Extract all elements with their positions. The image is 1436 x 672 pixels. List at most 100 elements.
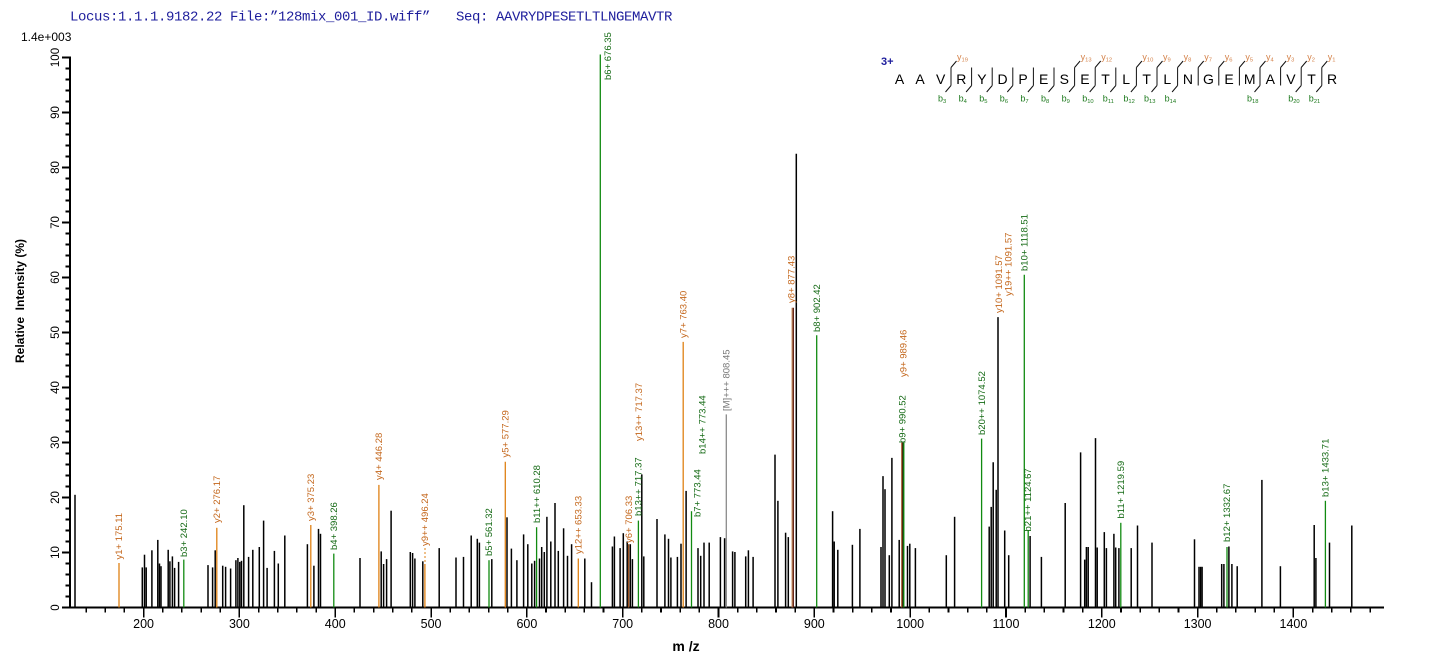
svg-text:1300: 1300 xyxy=(1184,617,1212,631)
svg-text:T: T xyxy=(1101,71,1110,87)
svg-text:N: N xyxy=(1183,71,1193,87)
svg-text:V: V xyxy=(936,71,946,87)
svg-text:y7: y7 xyxy=(1204,52,1212,64)
svg-text:1.4e+003: 1.4e+003 xyxy=(21,30,72,44)
svg-text:M: M xyxy=(1244,71,1256,87)
svg-text:b13++ 717.37: b13++ 717.37 xyxy=(634,457,645,516)
svg-text:y9: y9 xyxy=(1163,52,1171,64)
svg-text:y9++ 496.24: y9++ 496.24 xyxy=(420,493,431,546)
svg-text:b11: b11 xyxy=(1103,94,1114,106)
svg-text:b18: b18 xyxy=(1247,94,1258,106)
svg-text:b7: b7 xyxy=(1020,94,1028,106)
svg-text:y8+ 877.43: y8+ 877.43 xyxy=(786,256,797,303)
svg-text:b6+ 676.35: b6+ 676.35 xyxy=(603,32,614,80)
svg-text:b20: b20 xyxy=(1288,94,1299,106)
svg-text:100: 100 xyxy=(50,48,62,67)
svg-text:y12++ 653.33: y12++ 653.33 xyxy=(574,496,585,554)
svg-text:60: 60 xyxy=(50,271,62,284)
svg-text:3+: 3+ xyxy=(881,56,894,68)
svg-text:b8: b8 xyxy=(1041,94,1049,106)
svg-text:90: 90 xyxy=(50,106,62,119)
svg-text:Seq: AAVRYDPESETLTLNGEMAVTR: Seq: AAVRYDPESETLTLNGEMAVTR xyxy=(456,10,673,26)
svg-text:[M]+++ 808.45: [M]+++ 808.45 xyxy=(722,349,733,411)
svg-text:600: 600 xyxy=(516,617,537,631)
svg-text:y5: y5 xyxy=(1245,52,1253,64)
svg-text:700: 700 xyxy=(612,617,633,631)
svg-text:S: S xyxy=(1060,71,1069,87)
svg-text:1200: 1200 xyxy=(1088,617,1116,631)
svg-text:30: 30 xyxy=(50,436,62,449)
svg-text:L: L xyxy=(1122,71,1130,87)
svg-text:b11+ 1219.59: b11+ 1219.59 xyxy=(1116,461,1127,519)
svg-text:y3+ 375.23: y3+ 375.23 xyxy=(306,474,317,521)
svg-text:900: 900 xyxy=(804,617,825,631)
svg-text:T: T xyxy=(1142,71,1151,87)
svg-text:1400: 1400 xyxy=(1280,617,1308,631)
svg-text:y4+ 446.28: y4+ 446.28 xyxy=(374,433,385,480)
svg-text:b13: b13 xyxy=(1144,94,1155,106)
svg-text:y4: y4 xyxy=(1266,52,1275,64)
svg-text:y7+ 763.40: y7+ 763.40 xyxy=(678,291,689,338)
svg-text:b14: b14 xyxy=(1165,94,1177,106)
svg-text:800: 800 xyxy=(708,617,729,631)
svg-text:E: E xyxy=(1080,71,1089,87)
svg-text:A: A xyxy=(895,71,905,87)
svg-text:1000: 1000 xyxy=(896,617,924,631)
svg-text:R: R xyxy=(956,71,966,87)
svg-text:G: G xyxy=(1203,71,1214,87)
svg-text:b3: b3 xyxy=(938,94,946,106)
svg-text:b9: b9 xyxy=(1062,94,1070,106)
svg-text:b14++ 773.44: b14++ 773.44 xyxy=(698,395,709,454)
svg-text:50: 50 xyxy=(50,326,62,339)
svg-text:10: 10 xyxy=(50,546,62,559)
svg-text:y3: y3 xyxy=(1287,52,1295,64)
svg-text:b21: b21 xyxy=(1309,94,1320,106)
svg-text:y5+ 577.29: y5+ 577.29 xyxy=(501,410,512,457)
svg-text:y10+ 1091.57: y10+ 1091.57 xyxy=(994,255,1005,313)
svg-text:y2+ 276.17: y2+ 276.17 xyxy=(212,476,223,523)
svg-text:E: E xyxy=(1224,71,1233,87)
svg-text:A: A xyxy=(915,71,925,87)
svg-text:y1: y1 xyxy=(1328,52,1336,64)
svg-text:70: 70 xyxy=(50,216,62,229)
svg-text:y10: y10 xyxy=(1142,52,1153,64)
svg-text:L: L xyxy=(1163,71,1171,87)
svg-text:500: 500 xyxy=(421,617,442,631)
svg-text:80: 80 xyxy=(50,161,62,174)
svg-text:y12: y12 xyxy=(1101,52,1112,64)
svg-text:0: 0 xyxy=(50,604,62,610)
svg-text:b21++ 1124.67: b21++ 1124.67 xyxy=(1023,468,1034,531)
svg-text:b10+ 1118.51: b10+ 1118.51 xyxy=(1020,214,1031,271)
svg-text:Locus:1.1.1.9182.22 File:”128m: Locus:1.1.1.9182.22 File:”128mix_001_ID.… xyxy=(70,10,430,26)
svg-text:y19: y19 xyxy=(957,52,968,64)
svg-text:b12: b12 xyxy=(1123,94,1134,106)
svg-text:20: 20 xyxy=(50,491,62,504)
svg-text:1100: 1100 xyxy=(993,617,1020,631)
svg-text:b11++ 610.28: b11++ 610.28 xyxy=(532,465,543,523)
svg-text:y13: y13 xyxy=(1081,52,1092,64)
svg-text:y1+ 175.11: y1+ 175.11 xyxy=(114,513,125,560)
svg-text:T: T xyxy=(1307,71,1316,87)
svg-text:b4+ 398.26: b4+ 398.26 xyxy=(329,502,340,550)
svg-text:Y: Y xyxy=(977,71,987,87)
svg-text:b5+ 561.32: b5+ 561.32 xyxy=(484,508,495,556)
svg-text:R: R xyxy=(1327,71,1337,87)
svg-text:b7+ 773.44: b7+ 773.44 xyxy=(693,469,704,517)
svg-text:y6: y6 xyxy=(1225,52,1233,64)
svg-text:D: D xyxy=(997,71,1007,87)
svg-text:b13+ 1433.71: b13+ 1433.71 xyxy=(1321,439,1332,497)
svg-text:y9+ 989.46: y9+ 989.46 xyxy=(898,330,909,377)
svg-text:b8+ 902.42: b8+ 902.42 xyxy=(812,284,823,332)
svg-text:y6+ 706.33: y6+ 706.33 xyxy=(624,496,635,543)
svg-text:P: P xyxy=(1018,71,1027,87)
svg-text:b3+ 242.10: b3+ 242.10 xyxy=(179,509,190,557)
svg-text:y19++ 1091.57: y19++ 1091.57 xyxy=(1004,233,1015,296)
svg-text:400: 400 xyxy=(325,617,346,631)
svg-text:b4: b4 xyxy=(959,94,968,106)
svg-text:b9+ 990.52: b9+ 990.52 xyxy=(898,395,909,443)
svg-text:b12+ 1332.67: b12+ 1332.67 xyxy=(1222,484,1233,542)
svg-text:b5: b5 xyxy=(979,94,987,106)
svg-text:y13++ 717.37: y13++ 717.37 xyxy=(634,383,645,441)
svg-text:40: 40 xyxy=(50,381,62,394)
svg-text:E: E xyxy=(1039,71,1048,87)
